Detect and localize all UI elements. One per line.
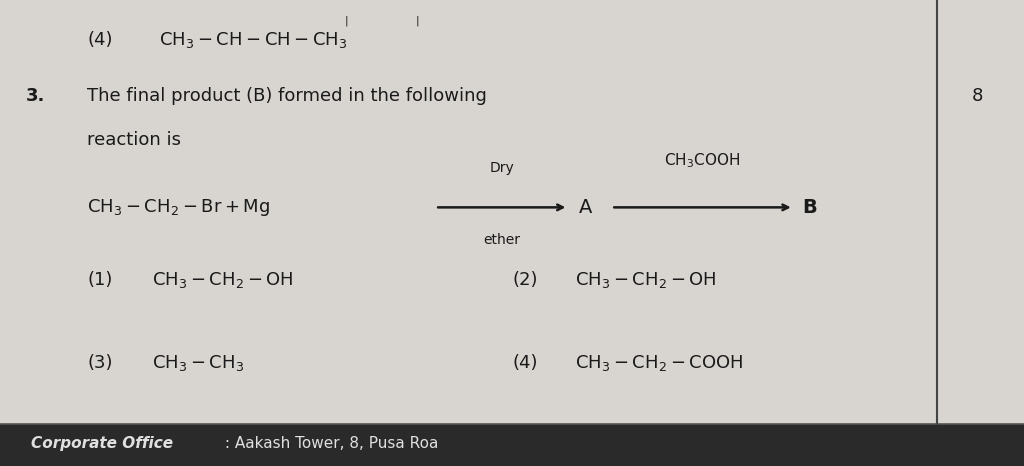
Text: : Aakash Tower, 8, Pusa Roa: : Aakash Tower, 8, Pusa Roa	[220, 436, 438, 451]
Text: $\mathrm{CH_3-CH-CH-CH_3}$: $\mathrm{CH_3-CH-CH-CH_3}$	[159, 30, 347, 49]
Text: 8: 8	[972, 87, 984, 104]
Text: Corporate Office: Corporate Office	[31, 436, 173, 451]
Text: B: B	[802, 198, 816, 217]
Text: $\mathrm{CH_3-CH_2-COOH}$: $\mathrm{CH_3-CH_2-COOH}$	[575, 354, 743, 373]
Text: $\mathrm{CH_3-CH_2-OH}$: $\mathrm{CH_3-CH_2-OH}$	[575, 270, 717, 289]
Text: $\mathrm{CH_3-CH_2-OH}$: $\mathrm{CH_3-CH_2-OH}$	[152, 270, 293, 289]
Text: A: A	[579, 198, 592, 217]
Text: Dry: Dry	[489, 161, 514, 175]
Text: (4): (4)	[87, 31, 113, 48]
Text: The final product (B) formed in the following: The final product (B) formed in the foll…	[87, 87, 487, 104]
Text: $\mathrm{CH_3-CH_2-Br+Mg}$: $\mathrm{CH_3-CH_2-Br+Mg}$	[87, 197, 270, 218]
Text: $\mathrm{CH_3COOH}$: $\mathrm{CH_3COOH}$	[665, 151, 740, 170]
FancyBboxPatch shape	[0, 424, 1024, 466]
Text: (1): (1)	[87, 271, 113, 288]
Text: (2): (2)	[512, 271, 538, 288]
FancyBboxPatch shape	[0, 0, 1024, 424]
Text: $\mathrm{CH_3-CH_3}$: $\mathrm{CH_3-CH_3}$	[152, 354, 244, 373]
Text: |: |	[416, 16, 420, 26]
Text: (3): (3)	[87, 355, 113, 372]
Text: (4): (4)	[512, 355, 538, 372]
Text: reaction is: reaction is	[87, 131, 181, 149]
Text: ether: ether	[483, 233, 520, 247]
Text: 3.: 3.	[26, 87, 45, 104]
Text: |: |	[344, 16, 348, 26]
